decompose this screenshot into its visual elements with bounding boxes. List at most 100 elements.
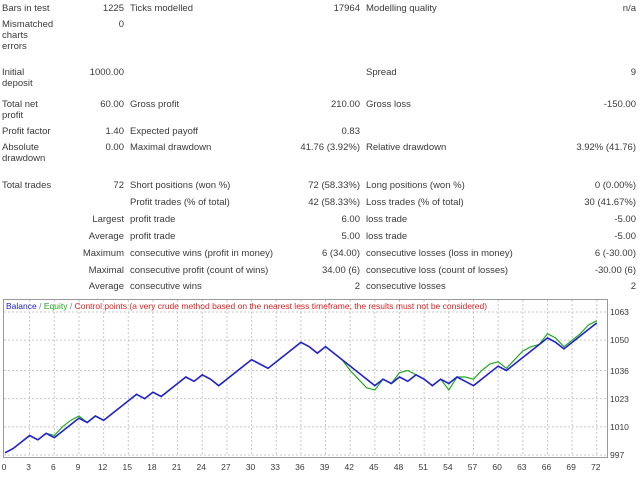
x-axis-tick-label: 60	[492, 462, 502, 472]
report-value-right: 6 (-30.00)	[594, 248, 636, 259]
report-value-left: 72	[113, 180, 124, 191]
x-axis-tick-label: 36	[295, 462, 305, 472]
report-label-mid: profit trade	[130, 214, 176, 225]
x-axis-tick-label: 66	[541, 462, 552, 472]
report-value-mid: 210.00	[330, 99, 360, 110]
x-axis-tick-label: 33	[270, 462, 280, 472]
report-label-left: Maximum	[82, 248, 124, 259]
report-label-left: Mismatched charts errors	[2, 19, 54, 52]
report-value-right: -5.00	[614, 214, 636, 225]
report-value-mid: 6.00	[341, 214, 361, 225]
x-axis-tick-label: 12	[97, 462, 108, 472]
chart-x-axis: 0 3 6 9 12 15 18 21 24 27 30 33 36 39 42 45 48 51 54 57 60 63…	[0, 462, 640, 478]
report-value-right: -5.00	[614, 231, 636, 242]
report-value-left: 1.40	[105, 126, 125, 137]
x-axis-tick-label: 48	[393, 462, 404, 472]
report-label-mid: Maximal drawdown	[130, 142, 212, 153]
report-label-mid: consecutive wins	[130, 281, 202, 292]
report-label-left: Profit factor	[2, 126, 51, 137]
report-label-left: Largest	[92, 214, 124, 225]
chart-series-balance	[4, 322, 598, 454]
report-value-right: -150.00	[603, 99, 636, 110]
report-label-right: Spread	[366, 67, 397, 78]
x-axis-tick-label: 9	[75, 462, 81, 472]
report-value-left: 0.00	[105, 142, 125, 153]
x-axis-tick-label: 0	[1, 462, 7, 472]
report-label-right: consecutive loss (count of losses)	[366, 265, 509, 276]
report-label-right: Modelling quality	[366, 3, 437, 14]
x-axis-tick-label: 54	[443, 462, 453, 472]
report-label-left: Average	[88, 281, 124, 292]
report-value-mid: 72 (58.33%)	[308, 180, 360, 191]
x-axis-tick-label: 63	[517, 462, 527, 472]
report-value-mid: 2	[354, 281, 360, 292]
report-label-right: consecutive losses (loss in money)	[366, 248, 513, 259]
report-value-mid: 5.00	[341, 231, 361, 242]
x-axis-tick-label: 15	[122, 462, 133, 472]
y-axis-tick-label: 1063	[610, 307, 629, 317]
report-table: Bars in test 1225 Ticks modelled 17964 Model…	[2, 3, 636, 292]
report-value-mid: 34.00 (6)	[321, 265, 360, 276]
x-axis-tick-label: 72	[591, 462, 601, 472]
y-axis-tick-label: 1010	[610, 421, 629, 432]
y-axis-tick-label: 1023	[610, 393, 629, 404]
report-label-right: Long positions (won %)	[366, 180, 465, 191]
report-value-mid: 42 (58.33%)	[308, 197, 360, 208]
y-axis-tick-label: 1050	[610, 335, 629, 346]
report-value-mid: 6 (34.00)	[321, 248, 360, 259]
x-axis-tick-label: 51	[418, 462, 428, 472]
legend-control-points: Control points (a very crude method base…	[74, 301, 488, 311]
legend-separator-2: /	[69, 301, 73, 311]
report-label-right: Relative drawdown	[366, 142, 447, 153]
report-label-mid: Profit trades (% of total)	[130, 197, 230, 208]
report-label-mid: consecutive wins (profit in money)	[130, 248, 274, 259]
x-axis-tick-label: 24	[196, 462, 206, 472]
report-value-right: 9	[630, 67, 636, 78]
legend-balance[interactable]: Balance	[6, 301, 37, 311]
report-label-left: Maximal	[88, 265, 124, 276]
report-label-mid: Expected payoff	[130, 126, 198, 137]
report-value-left: 1225	[102, 3, 124, 14]
report-label-left: Absolute drawdown	[2, 142, 46, 164]
report-label-right: consecutive losses	[366, 281, 446, 292]
legend-equity[interactable]: Equity	[43, 301, 68, 311]
report-value-mid: 41.76 (3.92%)	[300, 142, 360, 153]
x-axis-tick-label: 6	[50, 462, 56, 472]
report-value-right: 3.92% (41.76)	[576, 142, 636, 153]
x-axis-tick-label: 57	[467, 462, 478, 472]
report-value-left: 60.00	[100, 99, 124, 110]
chart-y-axis: 997 1010 1023 1036 1050 1063	[610, 299, 640, 461]
x-axis-tick-label: 18	[147, 462, 157, 472]
report-value-mid: 0.83	[341, 126, 361, 137]
report-label-mid: Gross profit	[130, 99, 180, 110]
report-value-mid: 17964	[333, 3, 360, 14]
report-label-mid: profit trade	[130, 231, 176, 242]
report-label-left: Total trades	[2, 180, 52, 191]
report-label-right: loss trade	[366, 214, 408, 225]
legend-separator-1: /	[39, 301, 42, 311]
report-label-right: Loss trades (% of total)	[366, 197, 464, 208]
x-axis-tick-label: 39	[319, 462, 330, 472]
x-axis-tick-label: 21	[171, 462, 182, 472]
report-value-right: 30 (41.67%)	[584, 197, 636, 208]
report-value-left: 0	[118, 19, 124, 30]
report-label-left: Initial deposit	[2, 67, 33, 89]
chart-legend: Balance / Equity / Control points (a ver…	[6, 301, 487, 311]
balance-equity-chart[interactable]: Balance / Equity / Control points (a ver…	[3, 299, 608, 458]
report-value-right: -30.00 (6)	[594, 265, 636, 276]
x-axis-tick-label: 3	[26, 462, 32, 472]
y-axis-tick-label: 1036	[610, 365, 629, 376]
report-value-right: n/a	[622, 3, 636, 14]
report-label-mid: Short positions (won %)	[130, 180, 231, 191]
report-value-left: 1000.00	[89, 67, 124, 78]
x-axis-tick-label: 69	[566, 462, 576, 472]
report-label-right: Gross loss	[366, 99, 411, 110]
report-value-right: 2	[630, 281, 636, 292]
x-axis-tick-label: 30	[245, 462, 256, 472]
report-label-mid: consecutive profit (count of wins)	[130, 265, 269, 276]
y-axis-tick-label: 997	[610, 450, 625, 460]
x-axis-tick-label: 42	[344, 462, 354, 472]
report-label-left: Total net profit	[2, 99, 38, 121]
chart-plot-area	[4, 300, 607, 456]
